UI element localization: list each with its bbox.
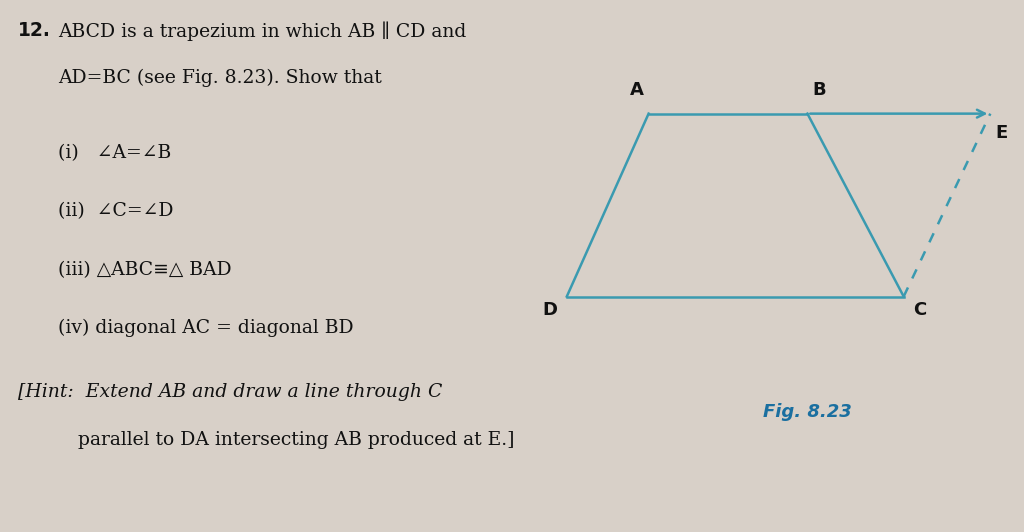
Text: E: E: [995, 124, 1008, 142]
Text: ABCD is a trapezium in which AB ∥ CD and: ABCD is a trapezium in which AB ∥ CD and: [58, 21, 467, 41]
Text: [Hint:  Extend AB and draw a line through C: [Hint: Extend AB and draw a line through…: [17, 383, 442, 401]
Text: 12.: 12.: [17, 21, 50, 40]
Text: AD=BC (see Fig. 8.23). Show that: AD=BC (see Fig. 8.23). Show that: [58, 69, 382, 87]
Text: B: B: [812, 81, 826, 99]
Text: (iv) diagonal AC = diagonal BD: (iv) diagonal AC = diagonal BD: [58, 319, 354, 337]
Text: C: C: [913, 301, 927, 319]
Text: Fig. 8.23: Fig. 8.23: [763, 403, 852, 421]
Text: (i)   ∠A=∠B: (i) ∠A=∠B: [58, 144, 172, 162]
Text: (iii) △ABC≡△ BAD: (iii) △ABC≡△ BAD: [58, 261, 232, 279]
Text: (ii)  ∠C=∠D: (ii) ∠C=∠D: [58, 202, 174, 220]
Text: D: D: [542, 301, 557, 319]
Text: A: A: [630, 81, 644, 99]
Text: parallel to DA intersecting AB produced at E.]: parallel to DA intersecting AB produced …: [17, 431, 514, 449]
